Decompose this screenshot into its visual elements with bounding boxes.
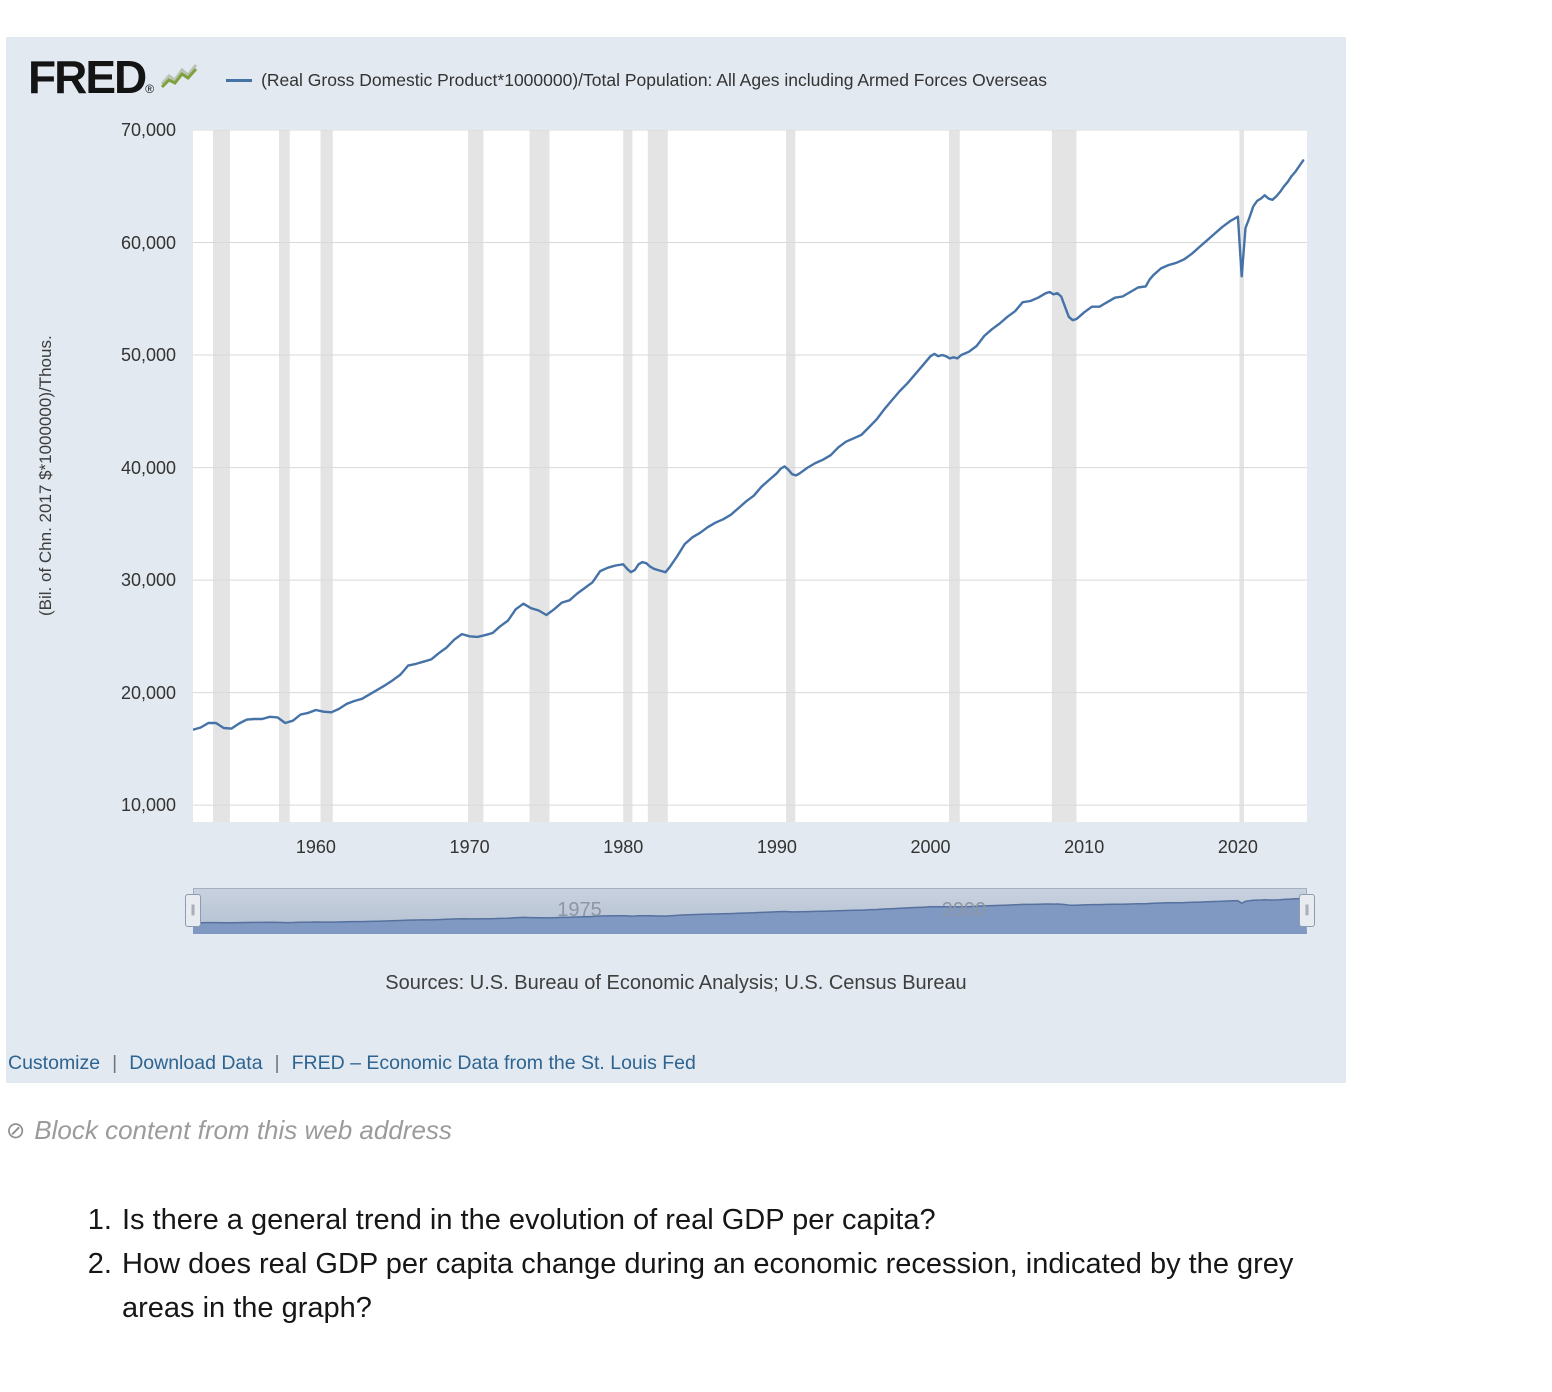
- slider-handle-left[interactable]: ∥: [185, 894, 201, 927]
- x-tick-label: 1980: [603, 837, 644, 857]
- y-axis-title: (Bil. of Chn. 2017 $*1000000)/Thous.: [36, 335, 55, 617]
- y-tick-label: 50,000: [120, 345, 176, 366]
- download-data-link[interactable]: Download Data: [129, 1052, 263, 1074]
- x-tick-label: 2010: [1064, 837, 1105, 857]
- embed-header: FRED ® (Real Gross Domestic Product*10000…: [6, 37, 1346, 100]
- customize-link[interactable]: Customize: [8, 1052, 101, 1074]
- slider-handle-right[interactable]: ∥: [1299, 894, 1315, 927]
- gdp-per-capita-line-chart: [193, 130, 1307, 822]
- fred-logo[interactable]: FRED ®: [28, 54, 198, 100]
- link-separator: |: [274, 1052, 280, 1074]
- embed-footer-links: Customize | Download Data | FRED – Economic …: [6, 1052, 1346, 1075]
- fred-chart-embed: FRED ® (Real Gross Domestic Product*10000…: [6, 37, 1346, 1083]
- slider-tick-label: 2000: [941, 899, 987, 921]
- x-tick-label: 2000: [910, 837, 951, 857]
- x-tick-label: 1970: [449, 837, 490, 857]
- slider-mini-area-chart: [193, 897, 1307, 934]
- y-tick-label: 20,000: [120, 682, 176, 703]
- block-content-note: ⊘ Block content from this web address: [6, 1115, 452, 1146]
- registered-mark: ®: [145, 82, 155, 96]
- y-tick-label: 10,000: [120, 795, 176, 816]
- question-item: How does real GDP per capita change duri…: [120, 1242, 1308, 1330]
- date-range-slider[interactable]: 1975 2000 ∥ ∥: [185, 888, 1315, 934]
- x-tick-label: 1990: [756, 837, 797, 857]
- y-tick-label: 70,000: [120, 120, 176, 140]
- fred-sparkline-icon: [160, 62, 198, 95]
- block-note-text: Block content from this web address: [34, 1115, 452, 1145]
- sources-note: Sources: U.S. Bureau of Economic Analysi…: [385, 972, 967, 994]
- x-tick-label: 1960: [295, 837, 336, 857]
- link-separator: |: [112, 1052, 118, 1074]
- legend-series-label: (Real Gross Domestic Product*1000000)/To…: [261, 69, 1048, 90]
- y-tick-label: 60,000: [120, 232, 176, 253]
- slider-tick-label: 1975: [557, 899, 602, 921]
- y-tick-label: 30,000: [120, 570, 176, 591]
- y-tick-label: 40,000: [120, 457, 176, 478]
- blocked-icon: ⊘: [6, 1117, 26, 1143]
- fred-home-link[interactable]: FRED – Economic Data from the St. Louis …: [291, 1052, 696, 1074]
- fred-logo-text: FRED: [28, 51, 147, 103]
- x-tick-label: 2020: [1217, 837, 1258, 857]
- legend-line-swatch: [226, 78, 253, 82]
- chart-legend: (Real Gross Domestic Product*1000000)/To…: [226, 70, 1047, 91]
- plot-area[interactable]: [193, 130, 1307, 822]
- question-item: Is there a general trend in the evolutio…: [120, 1198, 1308, 1242]
- question-list: Is there a general trend in the evolutio…: [78, 1198, 1308, 1330]
